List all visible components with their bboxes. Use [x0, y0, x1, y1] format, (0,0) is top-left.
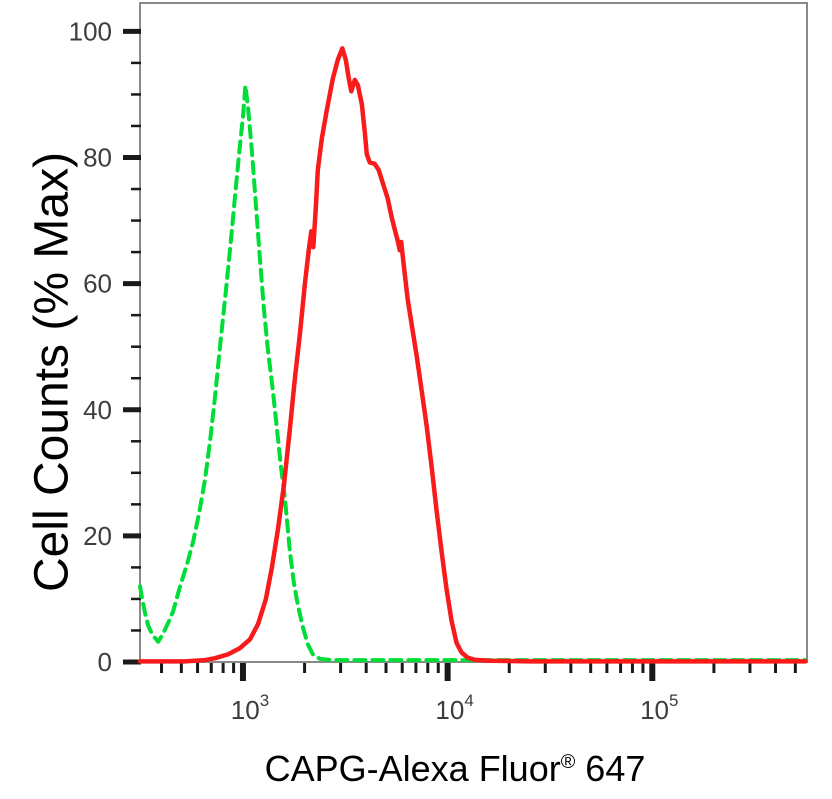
y-tick-label: 20: [83, 521, 112, 551]
x-tick-label: 103: [231, 691, 269, 725]
x-axis-title-number: 647: [585, 748, 646, 789]
y-axis-title: Cell Counts (% Max): [25, 151, 79, 593]
y-tick-label: 40: [83, 395, 112, 425]
registered-trademark-symbol: ®: [560, 751, 576, 773]
y-tick-label: 100: [69, 16, 112, 46]
green-dashed-histogram: [138, 83, 808, 663]
x-axis-title: CAPG-Alexa Fluor® 647: [105, 748, 805, 790]
red-solid-histogram: [137, 46, 808, 664]
x-axis-title-main: CAPG-Alexa Fluor: [264, 748, 561, 789]
y-axis-minor-ticks: [131, 61, 141, 632]
x-tick-label: 104: [435, 691, 473, 725]
y-tick-label: 60: [83, 269, 112, 299]
x-axis-minor-ticks: [160, 663, 797, 673]
y-tick-label: 0: [98, 647, 112, 677]
x-axis-major-ticks: 103 104 105: [231, 663, 678, 725]
x-tick-label: 105: [640, 691, 678, 725]
y-tick-label: 80: [83, 143, 112, 173]
plot-frame: [139, 2, 808, 663]
